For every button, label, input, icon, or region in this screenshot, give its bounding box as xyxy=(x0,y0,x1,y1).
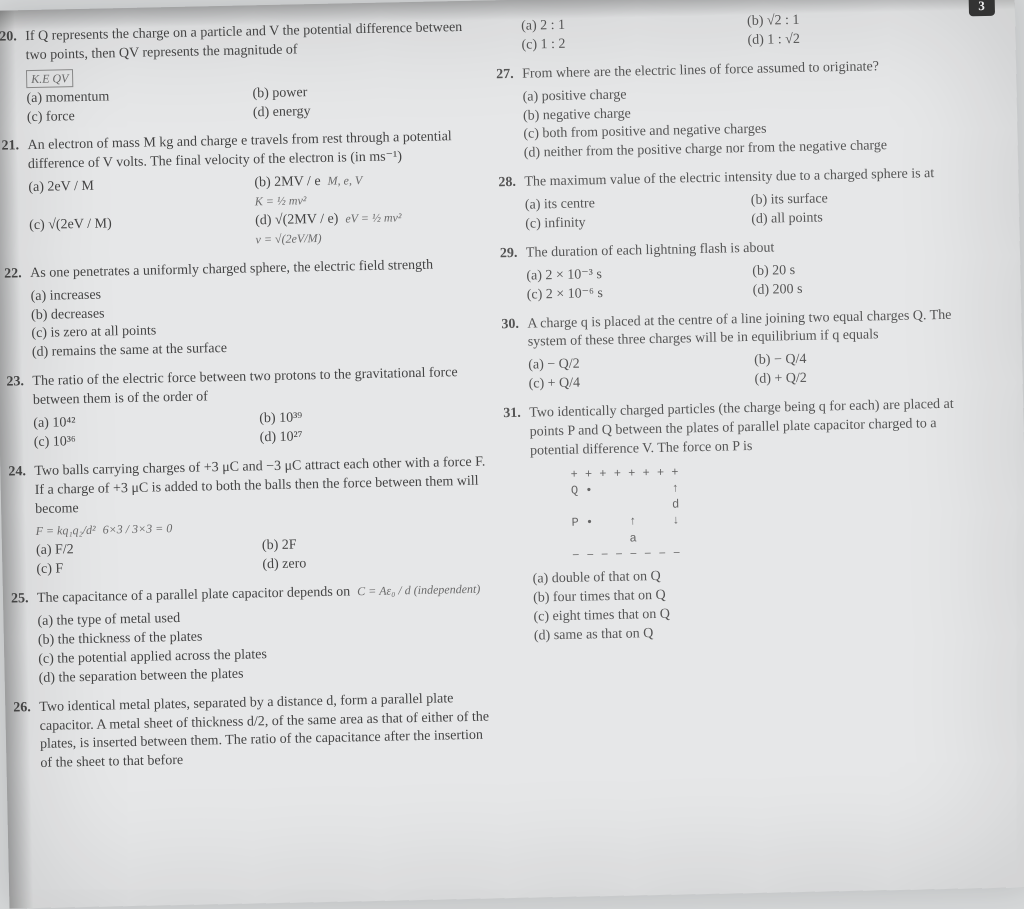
q22-number: 22. xyxy=(4,265,22,284)
q24-number: 24. xyxy=(8,463,26,482)
q24-opt-d: (d) zero xyxy=(262,552,488,576)
scanned-page: 3 20. If Q represents the charge on a pa… xyxy=(0,0,1024,909)
q21-opt-a: (a) 2eV / M xyxy=(28,175,255,218)
q21-opt-b-text: (b) 2MV / e xyxy=(254,174,321,190)
q26-opt-c: (c) 1 : 2 xyxy=(521,32,747,56)
question-27: 27. From where are the electric lines of… xyxy=(522,56,976,164)
q26-number: 26. xyxy=(13,699,31,718)
q28-number: 28. xyxy=(498,174,516,193)
q23-number: 23. xyxy=(6,373,24,392)
q24-hand1: F = kq₁q₂/d² xyxy=(35,523,95,538)
q25-stem-text: The capacitance of a parallel plate capa… xyxy=(37,585,351,607)
q21-hand3: eV = ½ mv² xyxy=(345,210,401,225)
q25-number: 25. xyxy=(11,590,29,609)
q28-opt-c: (c) infinity xyxy=(525,211,751,235)
q21-hand2: K = ½ mv² xyxy=(255,193,307,208)
q29-opt-c: (c) 2 × 10⁻⁶ s xyxy=(527,282,753,306)
q21-number: 21. xyxy=(1,138,19,157)
q27-number: 27. xyxy=(496,66,514,85)
q20-number: 20. xyxy=(0,28,17,47)
q30-number: 30. xyxy=(501,315,519,334)
q31-stem: Two identically charged particles (the c… xyxy=(529,395,982,461)
q29-opt-d: (d) 200 s xyxy=(753,277,979,301)
q28-opt-d: (d) all points xyxy=(751,206,977,230)
question-28: 28. The maximum value of the electric in… xyxy=(524,164,977,234)
right-column: (a) 2 : 1 (b) √2 : 1 (c) 1 : 2 (d) 1 : √… xyxy=(503,0,1024,898)
q31-diagram: + + + + + + + + Q • ↑ d P • ↑ ↓ a − − − … xyxy=(570,458,984,564)
q20-annotation: K.E QV xyxy=(26,69,74,88)
q21-opt-b: (b) 2MV / e M, e, V K = ½ mv² xyxy=(254,170,481,213)
question-25: 25. The capacitance of a parallel plate … xyxy=(37,581,491,689)
q29-number: 29. xyxy=(500,245,518,264)
q25-hand: C = Aε₀ / d (independent) xyxy=(357,582,480,599)
question-21: 21. An electron of mass M kg and charge … xyxy=(27,128,481,255)
q31-number: 31. xyxy=(503,405,521,424)
q23-opt-d: (d) 10²⁷ xyxy=(260,424,486,448)
q20-opt-d: (d) energy xyxy=(253,99,479,123)
q23-opt-c: (c) 10³⁶ xyxy=(34,429,260,453)
q21-hand1: M, e, V xyxy=(327,173,362,188)
question-26: 26. Two identical metal plates, separate… xyxy=(39,689,492,774)
question-24: 24. Two balls carrying charges of +3 μC … xyxy=(34,453,488,580)
question-23: 23. The ratio of the electric force betw… xyxy=(32,364,486,453)
question-31: 31. Two identically charged particles (t… xyxy=(529,395,986,646)
q20-opt-c: (c) force xyxy=(27,104,253,128)
q21-stem: An electron of mass M kg and charge e tr… xyxy=(27,128,480,175)
q30-opt-d: (d) + Q/2 xyxy=(754,366,980,390)
q26-stem: Two identical metal plates, separated by… xyxy=(39,689,492,774)
q23-stem: The ratio of the electric force between … xyxy=(32,364,485,411)
q21-opt-c: (c) √(2eV / M) xyxy=(29,212,256,255)
question-20: 20. If Q represents the charge on a part… xyxy=(25,19,479,128)
q21-opt-d: (d) √(2MV / e) eV = ½ mv² v = √(2eV/M) xyxy=(255,208,482,251)
q30-opt-c: (c) + Q/4 xyxy=(528,371,754,395)
q24-stem: Two balls carrying charges of +3 μC and … xyxy=(34,453,487,519)
question-26-options: (a) 2 : 1 (b) √2 : 1 (c) 1 : 2 (d) 1 : √… xyxy=(521,8,974,55)
q21-hand4: v = √(2eV/M) xyxy=(255,231,321,246)
question-29: 29. The duration of each lightning flash… xyxy=(526,235,979,305)
left-column: 20. If Q represents the charge on a part… xyxy=(0,0,521,909)
q24-opt-c: (c) F xyxy=(36,557,262,581)
question-22: 22. As one penetrates a uniformly charge… xyxy=(30,255,484,363)
q20-stem: If Q represents the charge on a particle… xyxy=(25,19,478,66)
q21-opt-d-text: (d) √(2MV / e) xyxy=(255,212,339,229)
q30-stem: A charge q is placed at the centre of a … xyxy=(527,306,980,353)
q26-opt-d: (d) 1 : √2 xyxy=(747,27,973,51)
q24-hand2: 6×3 / 3×3 = 0 xyxy=(102,522,172,537)
question-30: 30. A charge q is placed at the centre o… xyxy=(527,306,981,395)
